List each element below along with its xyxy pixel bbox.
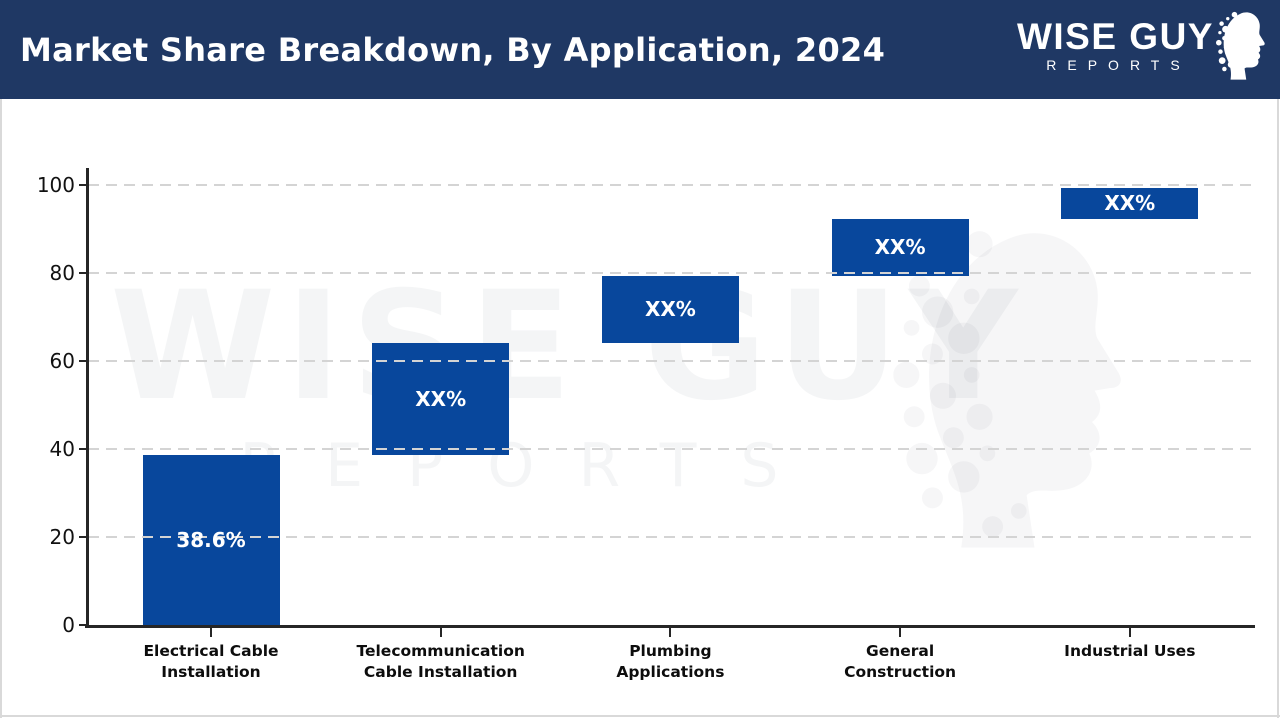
y-tick-label: 0 (62, 613, 75, 637)
gridline (88, 272, 1252, 274)
header-bar: Market Share Breakdown, By Application, … (0, 0, 1280, 99)
y-tick-label: 40 (49, 437, 75, 461)
y-tick-mark (79, 624, 88, 626)
gridline (88, 536, 1252, 538)
x-category-label: General Construction (780, 641, 1020, 683)
x-category-label-line: Cable Installation (363, 663, 518, 681)
y-tick-mark (79, 448, 88, 450)
gridline (88, 360, 1252, 362)
x-category-label-line: Installation (161, 663, 261, 681)
x-axis-line (85, 625, 1255, 628)
x-category-label-line: General (865, 642, 935, 660)
gridline (88, 448, 1252, 450)
wise-guy-reports-logo: WISE GUY REPORTS (1017, 9, 1272, 82)
x-tick-mark (210, 628, 212, 637)
gridline (88, 184, 1252, 186)
y-tick-label: 100 (36, 173, 75, 197)
x-category-label: Electrical Cable Installation (91, 641, 331, 683)
watermark-wordmark: WISE GUY (110, 260, 1028, 434)
y-tick-mark (79, 272, 88, 274)
x-category-label-line: Telecommunication (356, 642, 525, 660)
x-category-label-line: Industrial Uses (1064, 642, 1196, 660)
x-category-label-line: Plumbing (629, 642, 712, 660)
bar-value-label: 38.6% (176, 528, 246, 553)
bar-value-label: XX% (874, 235, 926, 260)
page-border-bottom (0, 715, 1280, 717)
x-tick-mark (669, 628, 672, 637)
y-tick-label: 80 (49, 261, 75, 285)
x-category-label: Telecommunication Cable Installation (321, 641, 561, 683)
y-tick-label: 20 (49, 525, 75, 549)
y-tick-label: 60 (49, 349, 75, 373)
bar (142, 455, 280, 625)
y-axis-line (86, 168, 89, 627)
x-category-label: Industrial Uses (1010, 641, 1250, 662)
bar-value-label: XX% (644, 297, 696, 322)
bar (831, 218, 969, 276)
x-category-label-line: Applications (616, 663, 725, 681)
bar-value-label: XX% (1104, 191, 1156, 216)
logo-wordmark: WISE GUY (1016, 15, 1214, 57)
x-tick-mark (899, 628, 902, 637)
y-tick-mark (79, 184, 88, 186)
dotted-head-icon (1216, 9, 1272, 82)
logo-text: WISE GUY REPORTS (1016, 15, 1214, 74)
page-border-left (0, 99, 2, 718)
y-tick-mark (79, 360, 88, 362)
bar (601, 275, 739, 343)
bar (1061, 188, 1199, 219)
x-category-label-line: Electrical Cable (143, 642, 279, 660)
x-tick-mark (439, 628, 442, 637)
page-title: Market Share Breakdown, By Application, … (20, 30, 886, 69)
x-category-label: Plumbing Applications (550, 641, 790, 683)
logo-subtitle: REPORTS (1046, 56, 1191, 73)
y-tick-mark (79, 536, 88, 538)
bar-value-label: XX% (415, 387, 467, 412)
x-tick-mark (1128, 628, 1131, 637)
x-category-label-line: Construction (844, 663, 957, 681)
page-border-right (1277, 99, 1279, 718)
